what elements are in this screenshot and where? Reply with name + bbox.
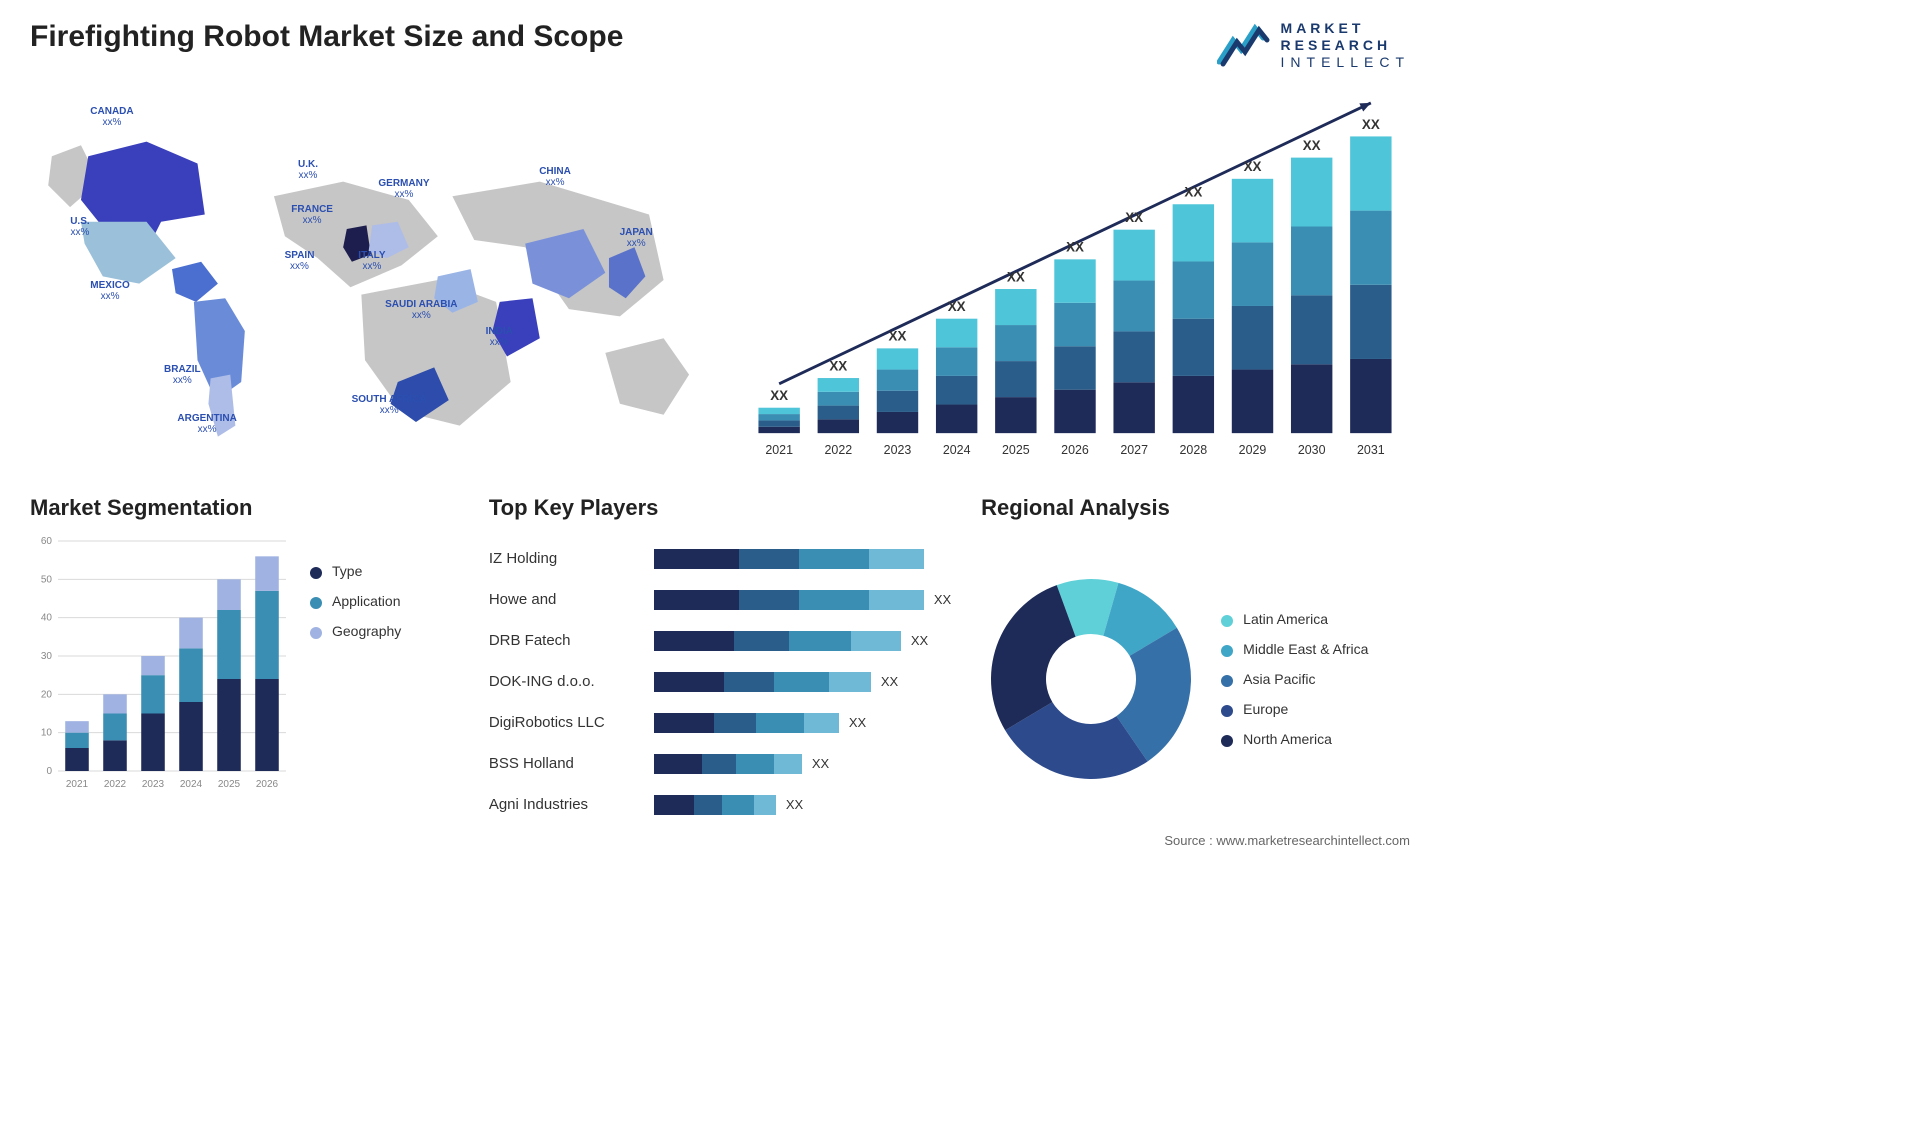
svg-text:2024: 2024 bbox=[180, 779, 203, 790]
map-label: JAPANxx% bbox=[620, 227, 653, 249]
page-title: Firefighting Robot Market Size and Scope bbox=[30, 20, 623, 54]
segmentation-chart: 0 10 20 30 40 50 60 2021 2022 2023 2024 2025 2026 bbox=[30, 533, 290, 793]
logo-line-1: MARKET bbox=[1281, 20, 1410, 37]
map-label: U.S.xx% bbox=[70, 216, 89, 238]
map-label: CHINAxx% bbox=[539, 166, 571, 188]
svg-text:2025: 2025 bbox=[218, 779, 241, 790]
player-bar: XX bbox=[654, 631, 951, 651]
regional-legend: Latin America Middle East & Africa Asia Pa… bbox=[1221, 611, 1368, 747]
growth-chart: XX 2021 XX 2022 XX 2023 XX 2024 XX 2025 XX 2026 XX 20… bbox=[740, 90, 1410, 470]
regional-panel: Regional Analysis Latin America Middle Ea… bbox=[981, 495, 1410, 825]
svg-text:XX: XX bbox=[948, 299, 966, 314]
segmentation-panel: Market Segmentation 0 10 20 30 40 50 60 2021 202… bbox=[30, 495, 459, 825]
map-label: ARGENTINAxx% bbox=[177, 413, 236, 435]
player-bar: XX bbox=[654, 754, 951, 774]
segmentation-title: Market Segmentation bbox=[30, 495, 459, 521]
player-bar bbox=[654, 549, 951, 569]
map-label: BRAZILxx% bbox=[164, 364, 201, 386]
svg-text:XX: XX bbox=[1244, 160, 1262, 175]
svg-text:XX: XX bbox=[770, 388, 788, 403]
svg-text:2028: 2028 bbox=[1180, 444, 1208, 458]
map-label: GERMANYxx% bbox=[378, 178, 429, 200]
logo-mark-icon bbox=[1217, 22, 1273, 68]
regional-title: Regional Analysis bbox=[981, 495, 1410, 521]
svg-text:2023: 2023 bbox=[142, 779, 165, 790]
segmentation-legend: Type Application Geography bbox=[310, 533, 401, 825]
svg-text:2025: 2025 bbox=[1002, 444, 1030, 458]
svg-text:2030: 2030 bbox=[1298, 444, 1326, 458]
svg-text:2026: 2026 bbox=[1061, 444, 1089, 458]
player-name: Agni Industries bbox=[489, 796, 639, 813]
player-name: DRB Fatech bbox=[489, 632, 639, 649]
svg-text:2027: 2027 bbox=[1120, 444, 1148, 458]
players-panel: Top Key Players IZ Holding Howe and DRB Fa… bbox=[489, 495, 951, 825]
player-bar: XX bbox=[654, 672, 951, 692]
svg-text:2021: 2021 bbox=[66, 779, 89, 790]
svg-text:XX: XX bbox=[829, 359, 847, 374]
player-name: IZ Holding bbox=[489, 550, 639, 567]
svg-text:50: 50 bbox=[41, 575, 53, 586]
svg-text:2026: 2026 bbox=[256, 779, 279, 790]
player-bar: XX bbox=[654, 713, 951, 733]
map-label: SAUDI ARABIAxx% bbox=[385, 299, 457, 321]
svg-text:XX: XX bbox=[1066, 240, 1084, 255]
map-label: INDIAxx% bbox=[486, 326, 513, 348]
players-list: IZ Holding Howe and DRB Fatech DOK-ING d.o.… bbox=[489, 533, 639, 825]
legend-item: Europe bbox=[1221, 701, 1368, 717]
svg-text:XX: XX bbox=[1125, 210, 1143, 225]
player-name: BSS Holland bbox=[489, 755, 639, 772]
legend-item: Type bbox=[310, 563, 401, 579]
world-map-panel: CANADAxx% U.S.xx% MEXICOxx% BRAZILxx% ARGENT… bbox=[30, 90, 700, 470]
map-label: SOUTH AFRICAxx% bbox=[352, 394, 427, 416]
player-name: Howe and bbox=[489, 591, 639, 608]
map-label: SPAINxx% bbox=[285, 250, 315, 272]
svg-text:XX: XX bbox=[1303, 138, 1321, 153]
svg-text:2024: 2024 bbox=[943, 444, 971, 458]
svg-text:XX: XX bbox=[889, 329, 907, 344]
player-name: DigiRobotics LLC bbox=[489, 714, 639, 731]
map-label: MEXICOxx% bbox=[90, 280, 129, 302]
legend-item: Asia Pacific bbox=[1221, 671, 1368, 687]
svg-text:20: 20 bbox=[41, 690, 53, 701]
svg-text:2022: 2022 bbox=[824, 444, 852, 458]
svg-text:60: 60 bbox=[41, 536, 53, 547]
svg-text:2029: 2029 bbox=[1239, 444, 1267, 458]
regional-donut bbox=[981, 569, 1201, 789]
players-title: Top Key Players bbox=[489, 495, 951, 521]
map-label: ITALYxx% bbox=[358, 250, 385, 272]
svg-text:2023: 2023 bbox=[884, 444, 912, 458]
svg-text:2031: 2031 bbox=[1357, 444, 1385, 458]
player-name: DOK-ING d.o.o. bbox=[489, 673, 639, 690]
growth-chart-panel: XX 2021 XX 2022 XX 2023 XX 2024 XX 2025 XX 2026 XX 20… bbox=[740, 90, 1410, 470]
svg-text:XX: XX bbox=[1362, 117, 1380, 132]
legend-item: North America bbox=[1221, 731, 1368, 747]
legend-item: Latin America bbox=[1221, 611, 1368, 627]
legend-item: Middle East & Africa bbox=[1221, 641, 1368, 657]
svg-text:30: 30 bbox=[41, 651, 53, 662]
map-label: FRANCExx% bbox=[291, 204, 333, 226]
logo-line-3: INTELLECT bbox=[1281, 54, 1410, 71]
map-label: U.K.xx% bbox=[298, 159, 318, 181]
source-attribution: Source : www.marketresearchintellect.com bbox=[1164, 833, 1410, 848]
players-bars: XX XX XX XX XX XX bbox=[654, 533, 951, 825]
svg-text:10: 10 bbox=[41, 728, 53, 739]
brand-logo: MARKET RESEARCH INTELLECT bbox=[1217, 20, 1410, 70]
svg-text:40: 40 bbox=[41, 613, 53, 624]
svg-text:2022: 2022 bbox=[104, 779, 127, 790]
map-label: CANADAxx% bbox=[90, 106, 133, 128]
player-bar: XX bbox=[654, 590, 951, 610]
svg-text:0: 0 bbox=[46, 766, 52, 777]
svg-text:XX: XX bbox=[1184, 185, 1202, 200]
legend-item: Geography bbox=[310, 623, 401, 639]
logo-line-2: RESEARCH bbox=[1281, 37, 1410, 54]
player-bar: XX bbox=[654, 795, 951, 815]
svg-text:2021: 2021 bbox=[765, 444, 793, 458]
legend-item: Application bbox=[310, 593, 401, 609]
svg-text:XX: XX bbox=[1007, 270, 1025, 285]
